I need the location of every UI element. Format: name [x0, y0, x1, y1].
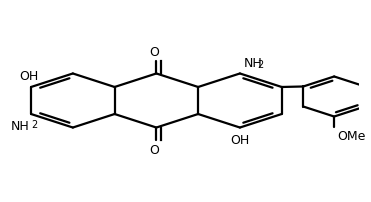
Text: NH: NH	[10, 119, 29, 132]
Text: OMe: OMe	[337, 129, 365, 142]
Text: O: O	[150, 143, 160, 156]
Text: 2: 2	[257, 60, 263, 70]
Text: OH: OH	[20, 70, 39, 83]
Text: O: O	[150, 46, 160, 59]
Text: OH: OH	[230, 133, 250, 146]
Text: NH: NH	[243, 57, 262, 70]
Text: 2: 2	[31, 119, 37, 129]
